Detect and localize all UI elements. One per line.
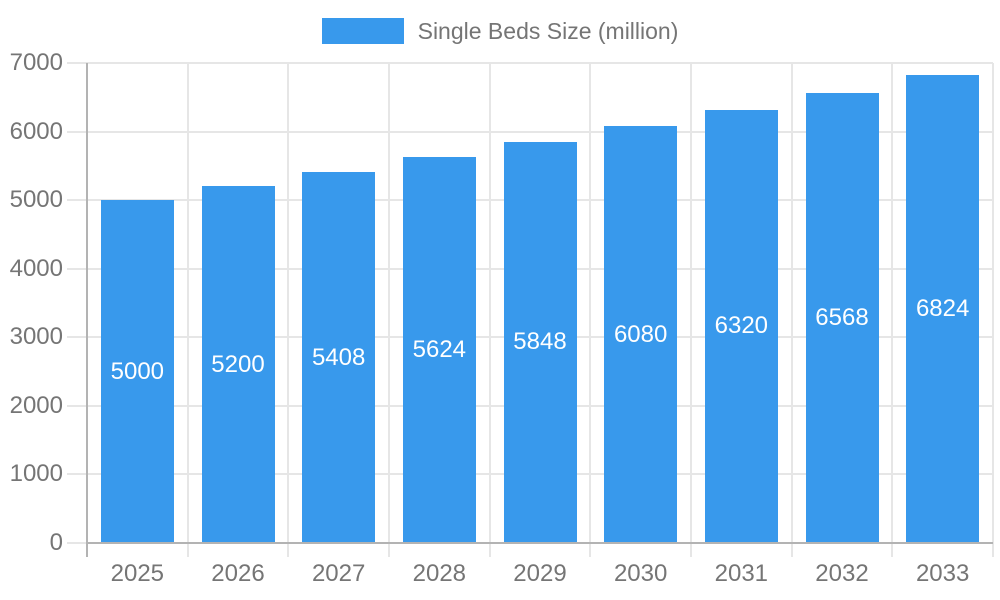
bar-2029[interactable]: 5848 bbox=[503, 141, 577, 543]
y-axis-label: 5000 bbox=[9, 186, 63, 214]
y-axis-tick bbox=[67, 542, 87, 544]
gridline-vertical bbox=[790, 63, 793, 543]
x-axis-tick bbox=[790, 543, 793, 557]
x-axis-tick bbox=[287, 543, 290, 557]
x-axis-label: 2027 bbox=[311, 560, 366, 587]
gridline-vertical bbox=[589, 63, 592, 543]
legend-swatch bbox=[321, 18, 404, 44]
y-axis-line bbox=[86, 63, 88, 557]
x-axis-tick bbox=[589, 543, 592, 557]
bar-value-label: 6080 bbox=[613, 320, 668, 348]
x-axis-label: 2032 bbox=[815, 560, 869, 587]
bar-2031[interactable]: 6320 bbox=[704, 109, 778, 543]
x-axis-baseline bbox=[87, 542, 993, 544]
gridline-vertical bbox=[388, 63, 390, 543]
x-axis-label: 2025 bbox=[110, 560, 165, 587]
legend: Single Beds Size (million) bbox=[0, 17, 1000, 45]
y-axis-tick bbox=[67, 336, 87, 339]
x-axis-tick bbox=[488, 543, 491, 557]
gridline-vertical bbox=[690, 63, 692, 543]
legend-item[interactable]: Single Beds Size (million) bbox=[321, 17, 679, 45]
x-axis-tick bbox=[690, 543, 692, 557]
y-axis-tick bbox=[67, 130, 87, 133]
x-axis-label: 2031 bbox=[714, 560, 769, 587]
x-axis-tick bbox=[186, 543, 189, 557]
bar-value-label: 5408 bbox=[311, 343, 366, 371]
gridline-vertical bbox=[891, 63, 894, 543]
x-axis-label: 2030 bbox=[613, 560, 668, 587]
y-axis-label: 6000 bbox=[9, 117, 63, 145]
x-axis-tick bbox=[891, 543, 894, 557]
bar-2026[interactable]: 5200 bbox=[201, 186, 275, 543]
bar-2033[interactable]: 6824 bbox=[906, 75, 980, 543]
bar-2028[interactable]: 5624 bbox=[402, 157, 476, 543]
gridline-vertical bbox=[287, 63, 290, 543]
bar-value-label: 5624 bbox=[412, 336, 467, 364]
y-axis-label: 0 bbox=[49, 529, 63, 556]
x-axis-label: 2029 bbox=[513, 560, 567, 587]
y-axis-tick bbox=[67, 267, 87, 270]
x-axis-label: 2028 bbox=[412, 560, 467, 587]
y-axis-label: 3000 bbox=[9, 323, 63, 351]
bar-value-label: 6824 bbox=[915, 295, 970, 323]
bar-value-label: 6568 bbox=[815, 303, 869, 331]
bar-2032[interactable]: 6568 bbox=[805, 92, 879, 543]
gridline-vertical bbox=[186, 63, 189, 543]
x-axis-label: 2026 bbox=[211, 560, 265, 587]
x-axis-tick bbox=[388, 543, 390, 557]
bar-value-label: 6320 bbox=[714, 312, 769, 340]
y-axis-label: 1000 bbox=[9, 460, 63, 488]
y-axis-tick bbox=[67, 473, 87, 476]
bar-value-label: 5000 bbox=[110, 357, 165, 385]
y-axis-label: 2000 bbox=[9, 391, 63, 419]
bar-value-label: 5848 bbox=[513, 328, 567, 356]
gridline-horizontal bbox=[87, 130, 993, 133]
gridline-horizontal bbox=[87, 62, 993, 64]
x-axis-label: 2033 bbox=[915, 560, 970, 587]
y-axis-tick bbox=[67, 199, 87, 202]
gridline-vertical bbox=[992, 63, 994, 543]
bar-2030[interactable]: 6080 bbox=[604, 126, 678, 543]
y-axis-label: 7000 bbox=[9, 49, 63, 76]
y-axis-tick bbox=[67, 404, 87, 407]
gridline-vertical bbox=[488, 63, 491, 543]
x-axis-tick bbox=[992, 543, 994, 557]
y-axis-label: 4000 bbox=[9, 254, 63, 282]
legend-label: Single Beds Size (million) bbox=[417, 18, 679, 44]
y-axis-tick bbox=[67, 62, 87, 64]
bar-2025[interactable]: 5000 bbox=[100, 200, 174, 543]
bar-2027[interactable]: 5408 bbox=[302, 172, 376, 543]
bar-value-label: 5200 bbox=[211, 350, 265, 378]
